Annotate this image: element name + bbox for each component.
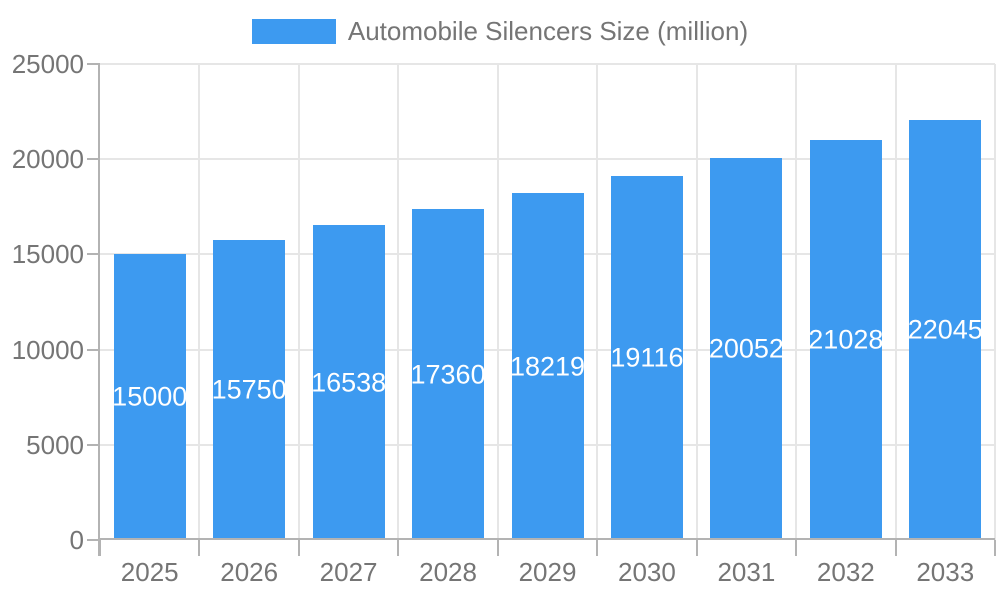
x-gridline — [596, 64, 599, 540]
x-tick-label: 2029 — [518, 557, 577, 587]
bar-value-label: 22045 — [907, 314, 983, 345]
x-gridline — [297, 64, 300, 540]
y-gridline — [100, 158, 995, 161]
bar-value-label: 20052 — [708, 333, 784, 364]
x-tick-label: 2030 — [618, 557, 676, 587]
y-tick-label: 0 — [69, 525, 84, 555]
x-tick-label: 2025 — [120, 557, 179, 587]
x-tick — [297, 540, 300, 556]
x-gridline — [894, 64, 897, 540]
bar-value-label: 15750 — [211, 374, 287, 405]
bar — [610, 176, 683, 540]
y-axis-line — [98, 64, 100, 556]
x-gridline — [198, 64, 201, 540]
legend-swatch — [251, 18, 336, 44]
x-gridline — [496, 64, 499, 540]
bar-value-label: 18219 — [509, 351, 586, 382]
x-tick — [795, 540, 798, 556]
x-axis-baseline — [100, 538, 995, 540]
y-tick — [87, 539, 100, 541]
y-tick-label: 25000 — [11, 49, 84, 79]
bar — [412, 209, 485, 540]
bar — [809, 139, 882, 540]
y-gridline — [100, 63, 995, 65]
x-tick — [99, 540, 101, 556]
y-tick — [87, 348, 100, 351]
bar — [511, 193, 584, 540]
x-tick — [198, 540, 201, 556]
x-tick-label: 2031 — [717, 557, 776, 587]
y-tick — [87, 158, 100, 161]
y-tick-label: 10000 — [11, 334, 84, 365]
x-tick-label: 2027 — [319, 557, 378, 587]
x-tick — [695, 540, 698, 556]
bar — [213, 240, 286, 540]
bar-value-label: 17360 — [410, 359, 486, 390]
chart-legend: Automobile Silencers Size (million) — [0, 16, 1000, 46]
y-tick-label: 15000 — [11, 239, 84, 270]
x-gridline — [795, 64, 798, 540]
bar — [312, 225, 385, 540]
x-tick — [496, 540, 499, 556]
y-tick — [87, 253, 100, 256]
y-tick-label: 5000 — [26, 429, 84, 460]
y-tick — [87, 63, 100, 65]
x-tick-label: 2028 — [419, 557, 477, 587]
bar-value-label: 19116 — [610, 342, 684, 373]
x-tick — [894, 540, 897, 556]
x-tick-label: 2026 — [220, 557, 279, 587]
bar — [113, 254, 186, 540]
plot-area: 15000 15750 16538 17360 18219 19116 20052 21028… — [100, 63, 996, 540]
x-tick — [994, 540, 996, 556]
x-gridline — [695, 64, 698, 540]
bar-value-label: 21028 — [808, 324, 884, 355]
x-tick-label: 2032 — [816, 557, 875, 587]
x-tick — [397, 540, 400, 556]
x-tick-label: 2033 — [916, 557, 975, 587]
y-tick — [87, 443, 100, 446]
x-tick — [596, 540, 599, 556]
bar — [710, 158, 783, 540]
bar-value-label: 15000 — [112, 381, 188, 412]
legend-label: Automobile Silencers Size (million) — [347, 15, 749, 46]
y-tick-label: 20000 — [11, 144, 84, 175]
x-gridline — [994, 64, 996, 540]
bar-value-label: 16538 — [311, 367, 387, 398]
bar — [909, 120, 982, 540]
x-gridline — [397, 64, 400, 540]
